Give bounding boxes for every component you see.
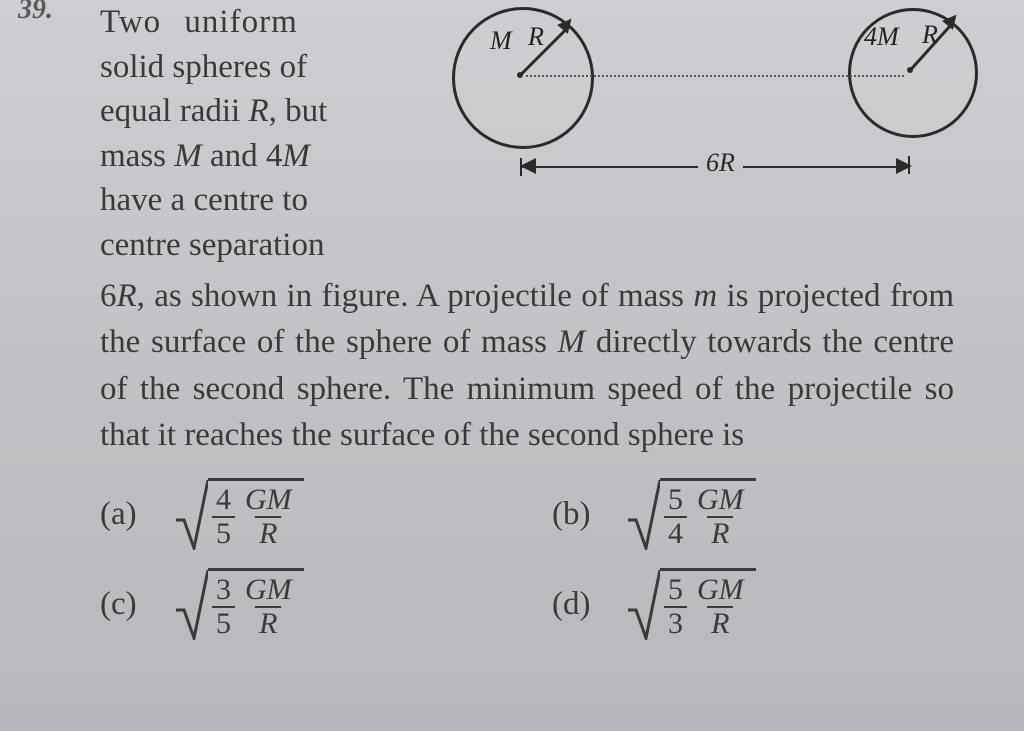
center-dashed-line xyxy=(526,75,904,77)
top-row: Two uniform solid spheres of equal radii… xyxy=(60,0,964,267)
intro-line-5: centre separation xyxy=(100,223,420,268)
intro-line-1: solid spheres of xyxy=(100,45,420,90)
radius-label-left: R xyxy=(528,22,544,52)
opt-d-num: GM xyxy=(693,574,748,606)
opt-a-num: GM xyxy=(241,484,296,516)
sphere-left xyxy=(452,7,594,149)
option-b: (b) 5 4 GM R xyxy=(552,478,964,550)
dim-label: 6R xyxy=(698,148,743,178)
radical-icon xyxy=(626,478,660,550)
opt-d-coef-num: 5 xyxy=(664,574,687,606)
opt-a-coef-num: 4 xyxy=(212,484,235,516)
question-body: 6R, as shown in figure. A projectile of … xyxy=(60,273,964,458)
option-c: (c) 3 5 GM R xyxy=(100,568,512,640)
opt-b-den: R xyxy=(707,516,733,550)
opt-c-den: R xyxy=(255,606,281,640)
options: (a) 4 5 GM R (b) xyxy=(60,478,964,640)
radical-icon xyxy=(626,568,660,640)
opt-c-coef-num: 3 xyxy=(212,574,235,606)
option-a-label: (a) xyxy=(100,496,156,533)
option-a: (a) 4 5 GM R xyxy=(100,478,512,550)
intro-top-partial: Two uniform xyxy=(100,0,420,45)
opt-c-num: GM xyxy=(241,574,296,606)
intro-line-3: mass M and 4M xyxy=(100,134,420,179)
opt-d-coef-den: 3 xyxy=(664,606,687,640)
opt-b-coef-num: 5 xyxy=(664,484,687,516)
option-c-expr: 3 5 GM R xyxy=(174,568,304,640)
option-d-label: (d) xyxy=(552,586,608,623)
opt-c-coef-den: 5 xyxy=(212,606,235,640)
page: 39. Two uniform solid spheres of equal r… xyxy=(0,0,1024,731)
option-b-label: (b) xyxy=(552,496,608,533)
radical-icon xyxy=(174,568,208,640)
opt-a-den: R xyxy=(255,516,281,550)
mass-label-left: M xyxy=(490,26,512,56)
option-a-expr: 4 5 GM R xyxy=(174,478,304,550)
option-d-expr: 5 3 GM R xyxy=(626,568,756,640)
option-c-label: (c) xyxy=(100,586,156,623)
radical-icon xyxy=(174,478,208,550)
question-number: 39. xyxy=(18,0,53,26)
opt-d-den: R xyxy=(707,606,733,640)
option-b-expr: 5 4 GM R xyxy=(626,478,756,550)
opt-a-coef-den: 5 xyxy=(212,516,235,550)
dim-arrow-left xyxy=(520,158,536,174)
radius-label-right: R xyxy=(922,20,938,50)
mass-label-right: 4M xyxy=(864,22,899,52)
opt-b-num: GM xyxy=(693,484,748,516)
intro-line-4: have a centre to xyxy=(100,178,420,223)
dim-arrow-right xyxy=(896,158,912,174)
diagram: M R 4M R 6R xyxy=(430,0,964,200)
option-d: (d) 5 3 GM R xyxy=(552,568,964,640)
intro-line-2: equal radii R, but xyxy=(100,89,420,134)
question-left-text: Two uniform solid spheres of equal radii… xyxy=(60,0,420,267)
opt-b-coef-den: 4 xyxy=(664,516,687,550)
